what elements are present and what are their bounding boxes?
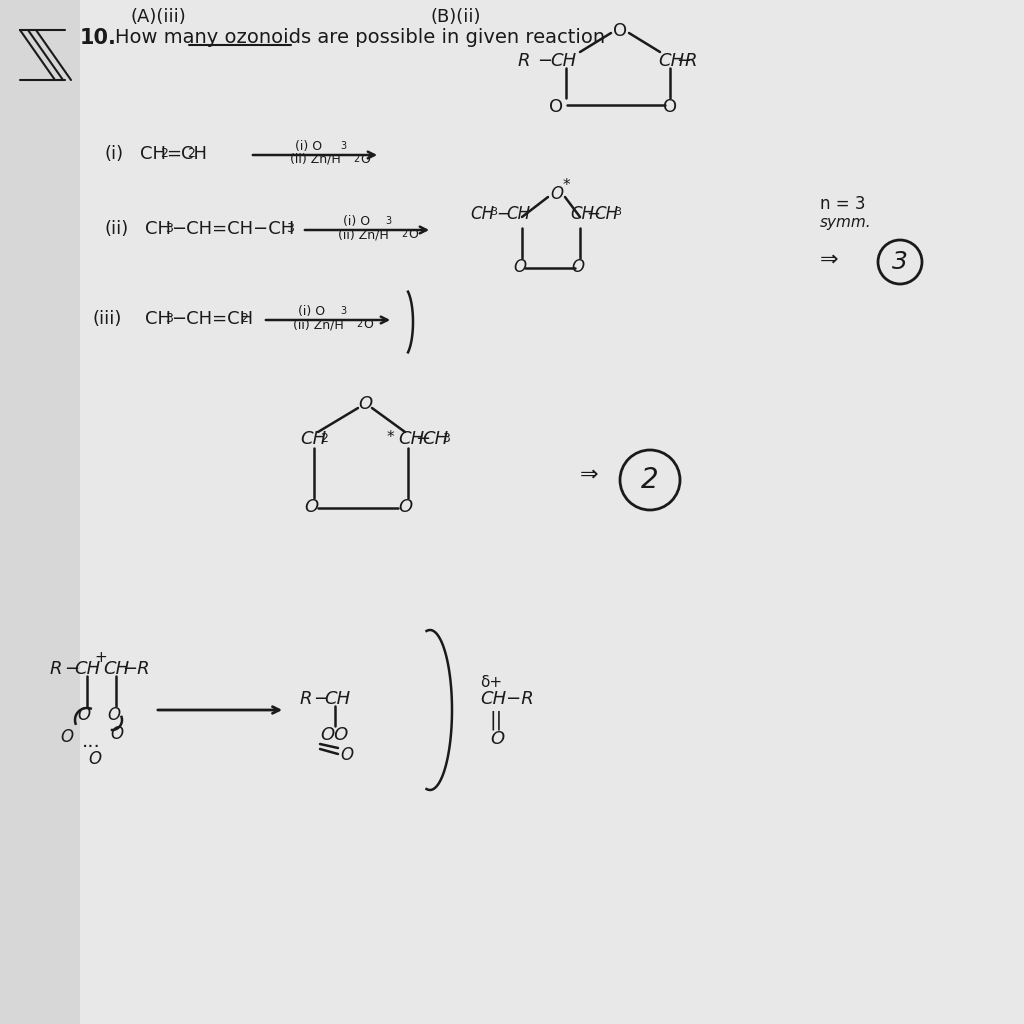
Text: −: − — [586, 205, 600, 223]
Text: −: − — [415, 430, 430, 449]
Text: (i) O: (i) O — [298, 305, 326, 318]
Text: CH: CH — [140, 145, 166, 163]
Text: How many ozonoids are possible in given reaction: How many ozonoids are possible in given … — [115, 28, 605, 47]
Text: 2: 2 — [356, 319, 362, 329]
Text: (ii) Zn/H: (ii) Zn/H — [293, 318, 344, 331]
Text: O: O — [398, 498, 412, 516]
Text: (A)(iii): (A)(iii) — [130, 8, 185, 26]
Text: O: O — [408, 228, 418, 241]
Bar — [0, 0, 80, 1024]
Text: O: O — [513, 258, 526, 276]
Text: 3: 3 — [340, 141, 346, 151]
Text: O: O — [340, 746, 353, 764]
Text: O: O — [362, 318, 373, 331]
Text: CH: CH — [103, 660, 129, 678]
Text: CH: CH — [145, 310, 171, 328]
Text: −: − — [313, 690, 328, 708]
Text: (ii): (ii) — [105, 220, 129, 238]
Text: O: O — [550, 185, 563, 203]
Text: CH: CH — [550, 52, 577, 70]
Text: 2: 2 — [641, 466, 658, 494]
Text: 2: 2 — [187, 147, 195, 160]
Text: R: R — [685, 52, 697, 70]
Text: (i): (i) — [105, 145, 124, 163]
Text: +: + — [94, 650, 106, 665]
Text: O: O — [106, 706, 120, 724]
Text: n = 3: n = 3 — [820, 195, 865, 213]
Text: *: * — [563, 178, 570, 193]
Text: O: O — [60, 728, 73, 746]
Text: 2: 2 — [319, 432, 328, 445]
Text: 3: 3 — [892, 250, 908, 274]
Text: R: R — [300, 690, 312, 708]
Text: −CH=CH: −CH=CH — [171, 310, 253, 328]
Text: 3: 3 — [165, 222, 173, 234]
Text: ⇒: ⇒ — [580, 465, 599, 485]
Text: 10.: 10. — [80, 28, 117, 48]
Text: (i) O: (i) O — [343, 215, 370, 228]
Text: 2: 2 — [401, 229, 408, 239]
Text: −: − — [537, 52, 552, 70]
Text: CH: CH — [398, 430, 424, 449]
Text: 3: 3 — [165, 312, 173, 325]
Text: −CH=CH−CH: −CH=CH−CH — [171, 220, 294, 238]
Text: OO: OO — [319, 726, 348, 744]
Text: R: R — [517, 52, 530, 70]
Text: (B)(ii): (B)(ii) — [430, 8, 480, 26]
Text: (ii) Zn/H: (ii) Zn/H — [338, 228, 389, 241]
Text: 3: 3 — [614, 207, 621, 217]
Text: −R: −R — [122, 660, 150, 678]
Text: −: − — [676, 52, 691, 70]
Text: O: O — [77, 706, 90, 724]
Text: −: − — [63, 660, 79, 678]
Text: (ii) Zn/H: (ii) Zn/H — [290, 153, 341, 166]
Text: O: O — [358, 395, 372, 413]
Text: R: R — [50, 660, 62, 678]
Text: ⇒: ⇒ — [820, 250, 839, 270]
Text: (i) O: (i) O — [295, 140, 323, 153]
Text: 3: 3 — [442, 432, 450, 445]
Text: CH: CH — [570, 205, 594, 223]
Text: O: O — [490, 730, 504, 748]
Text: CH: CH — [300, 430, 326, 449]
Text: −: − — [496, 205, 510, 223]
Text: δ+: δ+ — [480, 675, 502, 690]
Text: O: O — [549, 98, 563, 116]
Text: ||: || — [490, 710, 503, 729]
Text: O: O — [304, 498, 318, 516]
Text: CH: CH — [145, 220, 171, 238]
Text: CH: CH — [658, 52, 684, 70]
Text: *: * — [386, 430, 394, 445]
Text: 3: 3 — [490, 207, 497, 217]
Text: CH: CH — [470, 205, 495, 223]
Text: O: O — [88, 750, 101, 768]
Text: O: O — [110, 725, 123, 743]
Text: 3: 3 — [286, 222, 294, 234]
Text: O: O — [571, 258, 584, 276]
Text: =CH: =CH — [166, 145, 207, 163]
Text: ...: ... — [82, 732, 100, 751]
Text: O: O — [360, 153, 370, 166]
Text: CH: CH — [422, 430, 449, 449]
Text: 3: 3 — [385, 216, 391, 226]
Text: 3: 3 — [340, 306, 346, 316]
Text: 2: 2 — [160, 147, 168, 160]
Text: CH: CH — [594, 205, 618, 223]
Text: O: O — [613, 22, 627, 40]
Text: CH: CH — [324, 690, 350, 708]
Text: CH: CH — [74, 660, 100, 678]
Text: 2: 2 — [353, 154, 359, 164]
Text: (iii): (iii) — [92, 310, 122, 328]
Text: O: O — [663, 98, 677, 116]
Text: 2: 2 — [240, 312, 248, 325]
Text: CH−R: CH−R — [480, 690, 534, 708]
Text: CH: CH — [506, 205, 530, 223]
Text: symm.: symm. — [820, 215, 871, 230]
